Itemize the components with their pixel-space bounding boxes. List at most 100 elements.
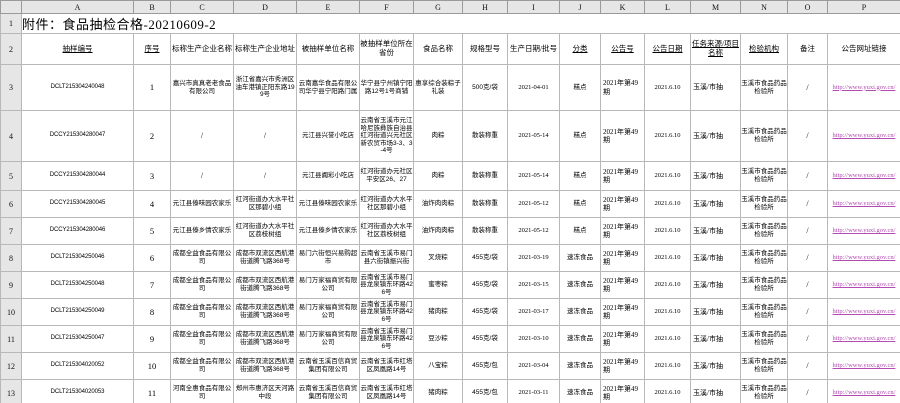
cell-production-date[interactable]: 2021-03-15 <box>507 271 560 299</box>
header-seq[interactable]: 序号 <box>133 33 171 65</box>
cell-spec[interactable]: 455克/包 <box>462 352 508 380</box>
cell-maker-name[interactable]: / <box>170 161 234 191</box>
cell-remark[interactable]: / <box>787 110 828 162</box>
cell-notice-date[interactable]: 2021.6.10 <box>644 161 691 191</box>
cell-seq[interactable]: 4 <box>133 190 171 218</box>
cell-sample-code[interactable]: DCLT215304250049 <box>21 298 134 326</box>
cell-food-name[interactable]: 猪肉粽 <box>413 298 463 326</box>
cell-food-name[interactable]: 肉粽 <box>413 110 463 162</box>
cell-seq[interactable]: 11 <box>133 379 171 403</box>
cell-production-date[interactable]: 2021-05-14 <box>507 161 560 191</box>
row-header-13[interactable]: 13 <box>0 379 22 403</box>
cell-task-source[interactable]: 玉溪/市抽 <box>690 298 741 326</box>
cell-sampled-province[interactable]: 云南省玉溪市易门县龙泉镇东环路426号 <box>359 298 414 326</box>
cell-sample-code[interactable]: DCLT215304250047 <box>21 325 134 353</box>
notice-url-link[interactable]: http://www.yuxi.gov.cn/ <box>832 83 896 91</box>
cell-notice-date[interactable]: 2021.6.10 <box>644 379 691 403</box>
notice-url-link[interactable]: http://www.yuxi.gov.cn/ <box>832 227 896 235</box>
cell-maker-address[interactable]: 郑州市惠济区天河路中段 <box>233 379 297 403</box>
cell-category[interactable]: 速冻食品 <box>559 271 601 299</box>
cell-notice-no[interactable]: 2021年第49期 <box>600 161 645 191</box>
cell-agency[interactable]: 玉溪市食品药品检验所 <box>740 298 788 326</box>
cell-url[interactable]: http://www.yuxi.gov.cn/ <box>827 325 900 353</box>
cell-food-name[interactable]: 叉烧粽 <box>413 244 463 272</box>
cell-notice-date[interactable]: 2021.6.10 <box>644 298 691 326</box>
cell-agency[interactable]: 玉溪市食品药品检验所 <box>740 110 788 162</box>
notice-url-link[interactable]: http://www.yuxi.gov.cn/ <box>832 254 896 262</box>
page-title[interactable]: 附件：食品抽检合格-20210609-2 <box>21 13 900 34</box>
row-header-9[interactable]: 9 <box>0 271 22 299</box>
column-header-n[interactable]: N <box>740 0 788 14</box>
cell-maker-name[interactable]: 元江县傣味园农家乐 <box>170 190 234 218</box>
notice-url-link[interactable]: http://www.yuxi.gov.cn/ <box>832 132 896 140</box>
cell-sampled-province[interactable]: 红河街道办大水平社区那碧小组 <box>359 190 414 218</box>
cell-maker-address[interactable]: / <box>233 161 297 191</box>
cell-spec[interactable]: 500克/袋 <box>462 64 508 111</box>
cell-url[interactable]: http://www.yuxi.gov.cn/ <box>827 271 900 299</box>
cell-remark[interactable]: / <box>787 325 828 353</box>
cell-production-date[interactable]: 2021-04-01 <box>507 64 560 111</box>
cell-notice-date[interactable]: 2021.6.10 <box>644 110 691 162</box>
cell-maker-address[interactable]: 成都市双流区西航港街道腾飞路368号 <box>233 298 297 326</box>
cell-sampled-name[interactable]: 云南省玉溪百信商贸集团有限公司 <box>296 379 360 403</box>
cell-sampled-province[interactable]: 红河街道办大水平社区荔枝树组 <box>359 217 414 245</box>
cell-remark[interactable]: / <box>787 190 828 218</box>
cell-sample-code[interactable]: DCLT215304240048 <box>21 64 134 111</box>
cell-seq[interactable]: 9 <box>133 325 171 353</box>
column-header-p[interactable]: P <box>827 0 900 14</box>
cell-production-date[interactable]: 2021-05-14 <box>507 110 560 162</box>
cell-task-source[interactable]: 玉溪/市抽 <box>690 352 741 380</box>
column-header-a[interactable]: A <box>21 0 134 14</box>
table-row[interactable]: 13 DCLT215304020053 11 河南全惠食品有限公司 郑州市惠济区天河路中… <box>0 379 900 403</box>
cell-sampled-name[interactable]: 易门万家福商贸有限公司 <box>296 271 360 299</box>
cell-notice-no[interactable]: 2021年第49期 <box>600 352 645 380</box>
cell-url[interactable]: http://www.yuxi.gov.cn/ <box>827 298 900 326</box>
cell-remark[interactable]: / <box>787 64 828 111</box>
cell-maker-name[interactable]: 元江县傣乡情农家乐 <box>170 217 234 245</box>
header-sample-code[interactable]: 抽样编号 <box>21 33 134 65</box>
cell-task-source[interactable]: 玉溪/市抽 <box>690 244 741 272</box>
table-row[interactable]: 6 DCCY215304280045 4 元江县傣味园农家乐 红河街道办大水平社区那碧小… <box>0 190 900 218</box>
header-maker-address[interactable]: 标称生产企业地址 <box>233 33 297 65</box>
cell-agency[interactable]: 玉溪市食品药品检验所 <box>740 161 788 191</box>
cell-notice-date[interactable]: 2021.6.10 <box>644 244 691 272</box>
cell-notice-no[interactable]: 2021年第49期 <box>600 190 645 218</box>
cell-production-date[interactable]: 2021-03-11 <box>507 379 560 403</box>
cell-sampled-name[interactable]: 元江县傣味园农家乐 <box>296 190 360 218</box>
cell-sample-code[interactable]: DCLT215304020052 <box>21 352 134 380</box>
cell-spec[interactable]: 散装称重 <box>462 217 508 245</box>
cell-maker-name[interactable]: 成都全益食品有限公司 <box>170 325 234 353</box>
cell-seq[interactable]: 5 <box>133 217 171 245</box>
cell-sampled-province[interactable]: 云南省玉溪市易门县龙泉镇东环路426号 <box>359 325 414 353</box>
cell-category[interactable]: 速冻食品 <box>559 352 601 380</box>
cell-maker-address[interactable]: / <box>233 110 297 162</box>
column-header-j[interactable]: J <box>559 0 601 14</box>
column-header-h[interactable]: H <box>462 0 508 14</box>
cell-maker-name[interactable]: 成都全益食品有限公司 <box>170 244 234 272</box>
cell-agency[interactable]: 玉溪市食品药品检验所 <box>740 325 788 353</box>
row-header-8[interactable]: 8 <box>0 244 22 272</box>
column-header-g[interactable]: G <box>413 0 463 14</box>
header-sampled-name[interactable]: 被抽样单位名称 <box>296 33 360 65</box>
cell-notice-no[interactable]: 2021年第49期 <box>600 271 645 299</box>
header-production-date[interactable]: 生产日期/批号 <box>507 33 560 65</box>
cell-remark[interactable]: / <box>787 244 828 272</box>
cell-agency[interactable]: 玉溪市食品药品检验所 <box>740 379 788 403</box>
cell-spec[interactable]: 散装称重 <box>462 161 508 191</box>
cell-production-date[interactable]: 2021-03-10 <box>507 325 560 353</box>
column-header-m[interactable]: M <box>690 0 741 14</box>
cell-seq[interactable]: 1 <box>133 64 171 111</box>
cell-category[interactable]: 速冻食品 <box>559 325 601 353</box>
cell-sampled-name[interactable]: 元江县傣乡情农家乐 <box>296 217 360 245</box>
cell-production-date[interactable]: 2021-05-12 <box>507 190 560 218</box>
cell-food-name[interactable]: 油炸肉肉粽 <box>413 217 463 245</box>
header-agency[interactable]: 检验机构 <box>740 33 788 65</box>
cell-task-source[interactable]: 玉溪/市抽 <box>690 325 741 353</box>
cell-sampled-name[interactable]: 元江县阗彩小吃店 <box>296 161 360 191</box>
cell-task-source[interactable]: 玉溪/市抽 <box>690 271 741 299</box>
cell-remark[interactable]: / <box>787 161 828 191</box>
cell-agency[interactable]: 玉溪市食品药品检验所 <box>740 271 788 299</box>
cell-task-source[interactable]: 玉溪/市抽 <box>690 110 741 162</box>
